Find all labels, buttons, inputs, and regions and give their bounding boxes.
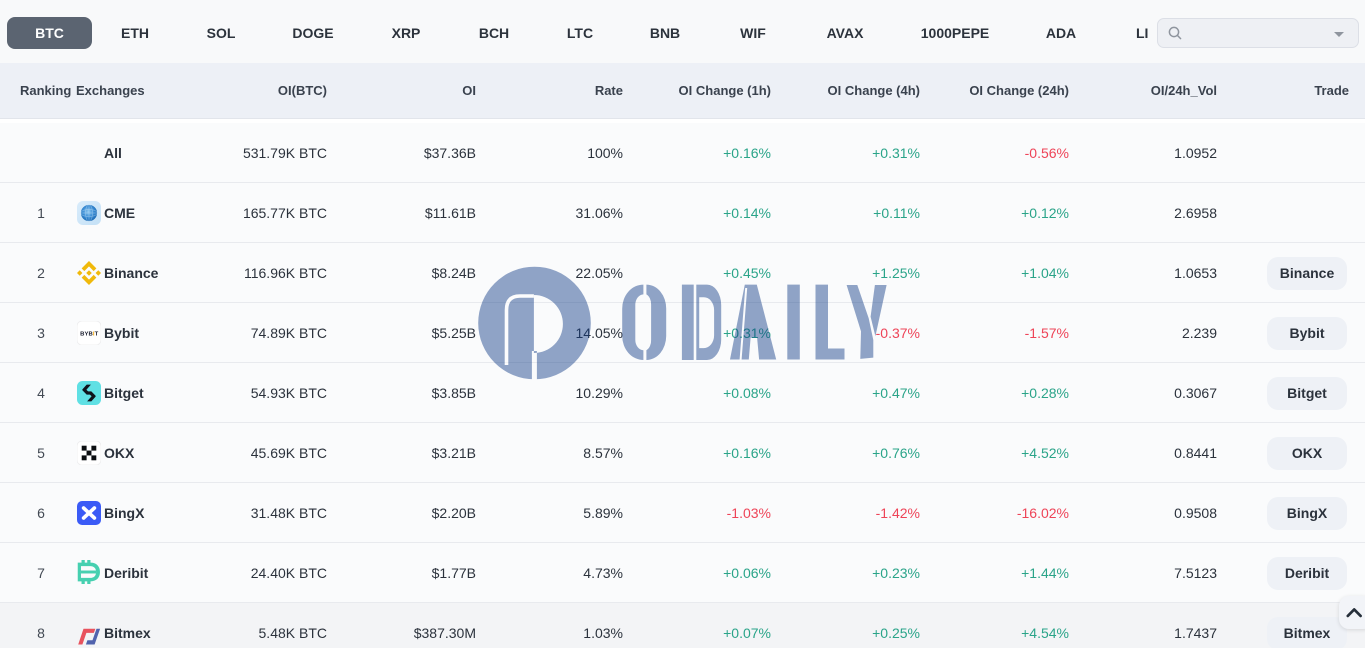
svg-text:BYBIT: BYBIT: [80, 331, 99, 337]
